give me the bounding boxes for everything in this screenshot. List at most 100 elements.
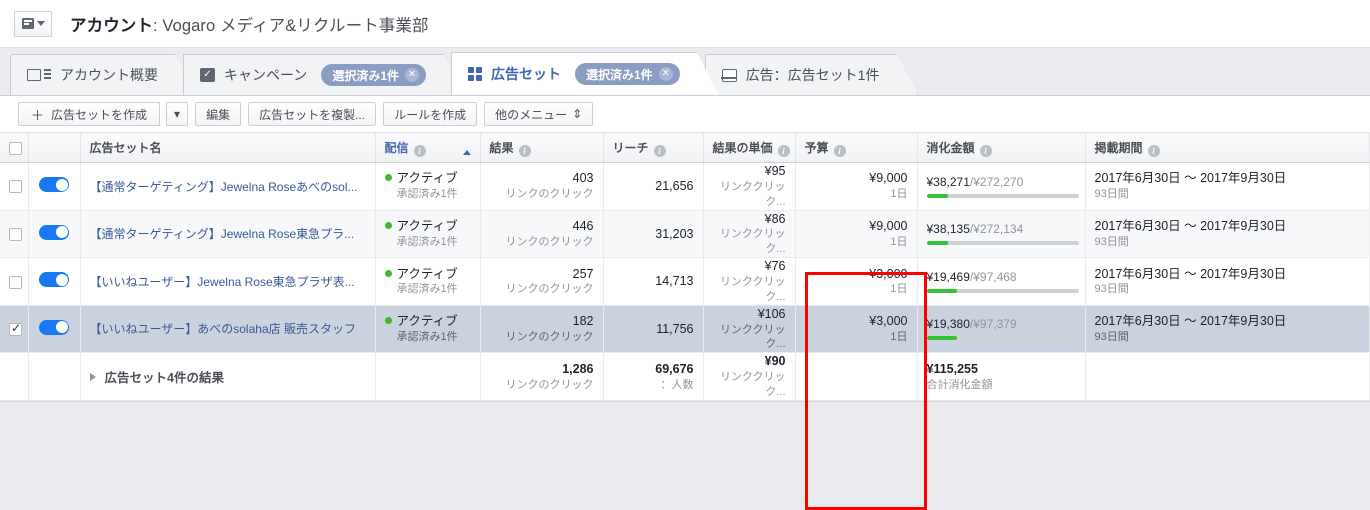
- duplicate-adset-button[interactable]: 広告セットを複製...: [248, 102, 377, 126]
- create-rule-button[interactable]: ルールを作成: [383, 102, 478, 126]
- info-icon[interactable]: i: [979, 144, 992, 157]
- delivery-status: アクティブ: [396, 314, 458, 329]
- info-icon[interactable]: i: [833, 144, 846, 157]
- spent-value: ¥19,380: [926, 317, 970, 332]
- tab-ads[interactable]: 広告：広告セット1件: [705, 54, 919, 95]
- budget-cell[interactable]: ¥3,000 1日: [795, 257, 918, 306]
- adset-name-link[interactable]: 【通常ターゲティング】Jewelna Rose東急プラ...: [89, 227, 355, 242]
- reach-value: 31,203: [655, 226, 694, 241]
- status-toggle[interactable]: [39, 319, 69, 335]
- header-adset-name[interactable]: 広告セット名: [80, 132, 376, 163]
- header-amount-spent[interactable]: 消化金額 i: [917, 132, 1086, 163]
- summary-budget-cell: [795, 352, 918, 401]
- adset-name-link[interactable]: 【通常ターゲティング】Jewelna Roseあべのsol...: [89, 179, 358, 194]
- schedule-value: 2017年6月30日 〜 2017年9月30日: [1094, 314, 1287, 329]
- summary-results-value: 1,286: [562, 361, 594, 376]
- create-adset-button[interactable]: ＋ 広告セットを作成: [18, 102, 161, 126]
- reach-cell: 21,656: [603, 162, 704, 211]
- tab-selection-badge[interactable]: 選択済み1件 ✕: [321, 64, 426, 86]
- results-value: 446: [572, 218, 594, 233]
- budget-value: ¥3,000: [869, 266, 908, 281]
- more-menu-button[interactable]: 他のメニュー ⇕: [484, 102, 594, 126]
- row-select-cell[interactable]: [0, 257, 29, 306]
- status-toggle[interactable]: [39, 224, 69, 240]
- account-glyph-icon: [21, 18, 34, 29]
- info-icon[interactable]: i: [518, 144, 531, 157]
- header-select-all[interactable]: [0, 132, 29, 163]
- header-cost-per-result[interactable]: 結果の単価 i: [703, 132, 796, 163]
- row-checkbox[interactable]: [9, 228, 22, 241]
- select-all-checkbox[interactable]: [9, 141, 22, 155]
- budget-sub: 1日: [890, 188, 908, 201]
- row-toggle-cell[interactable]: [28, 162, 81, 211]
- budget-sub: 1日: [890, 235, 908, 248]
- info-icon[interactable]: i: [1147, 144, 1160, 157]
- summary-label-cell[interactable]: 広告セット4件の結果: [80, 352, 376, 401]
- table-row[interactable]: 【いいねユーザー】あべのsolaha店 販売スタッフ アクティブ 承認済み1件 …: [0, 305, 1370, 354]
- delivery-cell: アクティブ 承認済み1件: [375, 162, 481, 211]
- cost-value: ¥95: [764, 164, 786, 178]
- status-dot-icon: [384, 269, 392, 277]
- table-row[interactable]: 【通常ターゲティング】Jewelna Roseあべのsol... アクティブ 承…: [0, 162, 1370, 211]
- row-checkbox[interactable]: [9, 180, 22, 194]
- row-toggle-cell[interactable]: [28, 210, 81, 259]
- adset-name-cell[interactable]: 【通常ターゲティング】Jewelna Roseあべのsol...: [80, 162, 376, 211]
- row-toggle-cell[interactable]: [28, 305, 81, 354]
- edit-button[interactable]: 編集: [195, 102, 242, 126]
- adset-name-cell[interactable]: 【いいねユーザー】あべのsolaha店 販売スタッフ: [80, 305, 376, 354]
- adset-name-link[interactable]: 【いいねユーザー】Jewelna Rose東急プラザ表...: [89, 274, 355, 289]
- info-icon[interactable]: i: [777, 144, 790, 157]
- table-row[interactable]: 【通常ターゲティング】Jewelna Rose東急プラ... アクティブ 承認済…: [0, 210, 1370, 259]
- page-title: アカウント: Vogaro メディア&リクルート事業部: [70, 12, 429, 36]
- results-sub: リンクのクリック: [505, 235, 594, 248]
- row-toggle-cell[interactable]: [28, 257, 81, 306]
- header-schedule[interactable]: 掲載期間 i: [1085, 132, 1370, 163]
- create-adset-label: 広告セットを作成: [51, 107, 148, 122]
- summary-cost-cell: ¥90 リンククリック...: [703, 352, 796, 401]
- summary-results-cell: 1,286 リンクのクリック: [480, 352, 604, 401]
- account-switcher-icon[interactable]: [14, 10, 52, 37]
- status-toggle[interactable]: [39, 177, 69, 193]
- row-checkbox[interactable]: [9, 321, 22, 337]
- status-toggle[interactable]: [39, 272, 69, 288]
- create-adset-dropdown-button[interactable]: ▾: [166, 102, 189, 126]
- adset-name-link[interactable]: 【いいねユーザー】あべのsolaha店 販売スタッフ: [89, 322, 356, 337]
- header-budget[interactable]: 予算 i: [795, 132, 918, 163]
- info-icon[interactable]: i: [653, 144, 666, 157]
- schedule-value: 2017年6月30日 〜 2017年9月30日: [1094, 266, 1287, 281]
- cost-per-result-cell: ¥106 リンククリック...: [703, 305, 796, 354]
- row-select-cell[interactable]: [0, 210, 29, 259]
- table-row[interactable]: 【いいねユーザー】Jewelna Rose東急プラザ表... アクティブ 承認済…: [0, 257, 1370, 306]
- reach-value: 14,713: [655, 274, 694, 289]
- adset-name-cell[interactable]: 【通常ターゲティング】Jewelna Rose東急プラ...: [80, 210, 376, 259]
- tab-campaigns[interactable]: ✓ キャンペーン 選択済み1件 ✕: [183, 54, 465, 95]
- results-value: 257: [572, 266, 594, 281]
- schedule-sub: 93日間: [1094, 188, 1129, 201]
- schedule-cell: 2017年6月30日 〜 2017年9月30日 93日間: [1085, 257, 1370, 306]
- row-checkbox[interactable]: [9, 275, 22, 289]
- tab-ad-sets[interactable]: 広告セット 選択済み1件 ✕: [451, 52, 719, 95]
- expand-triangle-icon[interactable]: [89, 373, 96, 382]
- close-icon[interactable]: ✕: [405, 68, 419, 82]
- row-select-cell[interactable]: [0, 305, 29, 354]
- spend-progress-bar: [926, 193, 1079, 198]
- budget-cell[interactable]: ¥9,000 1日: [795, 162, 918, 211]
- results-cell: 403 リンクのクリック: [480, 162, 604, 211]
- schedule-sub: 93日間: [1094, 283, 1129, 296]
- close-icon[interactable]: ✕: [659, 67, 673, 81]
- tab-account-overview[interactable]: アカウント概要: [10, 54, 197, 95]
- budget-cell[interactable]: ¥9,000 1日: [795, 210, 918, 259]
- header-delivery[interactable]: 配信 i: [375, 132, 481, 163]
- info-icon[interactable]: i: [413, 144, 426, 157]
- duplicate-label: 広告セットを複製...: [259, 107, 366, 122]
- header-results[interactable]: 結果 i: [480, 132, 604, 163]
- results-cell: 257 リンクのクリック: [480, 257, 604, 306]
- toolbar: ＋ 広告セットを作成 ▾ 編集 広告セットを複製... ルールを作成 他のメニュ…: [0, 96, 1370, 132]
- summary-checkbox-cell: [0, 352, 29, 401]
- tab-selection-badge[interactable]: 選択済み1件 ✕: [575, 63, 680, 85]
- delivery-sub: 承認済み1件: [396, 330, 458, 343]
- row-select-cell[interactable]: [0, 162, 29, 211]
- budget-cell[interactable]: ¥3,000 1日: [795, 305, 918, 354]
- adset-name-cell[interactable]: 【いいねユーザー】Jewelna Rose東急プラザ表...: [80, 257, 376, 306]
- header-reach[interactable]: リーチ i: [603, 132, 704, 163]
